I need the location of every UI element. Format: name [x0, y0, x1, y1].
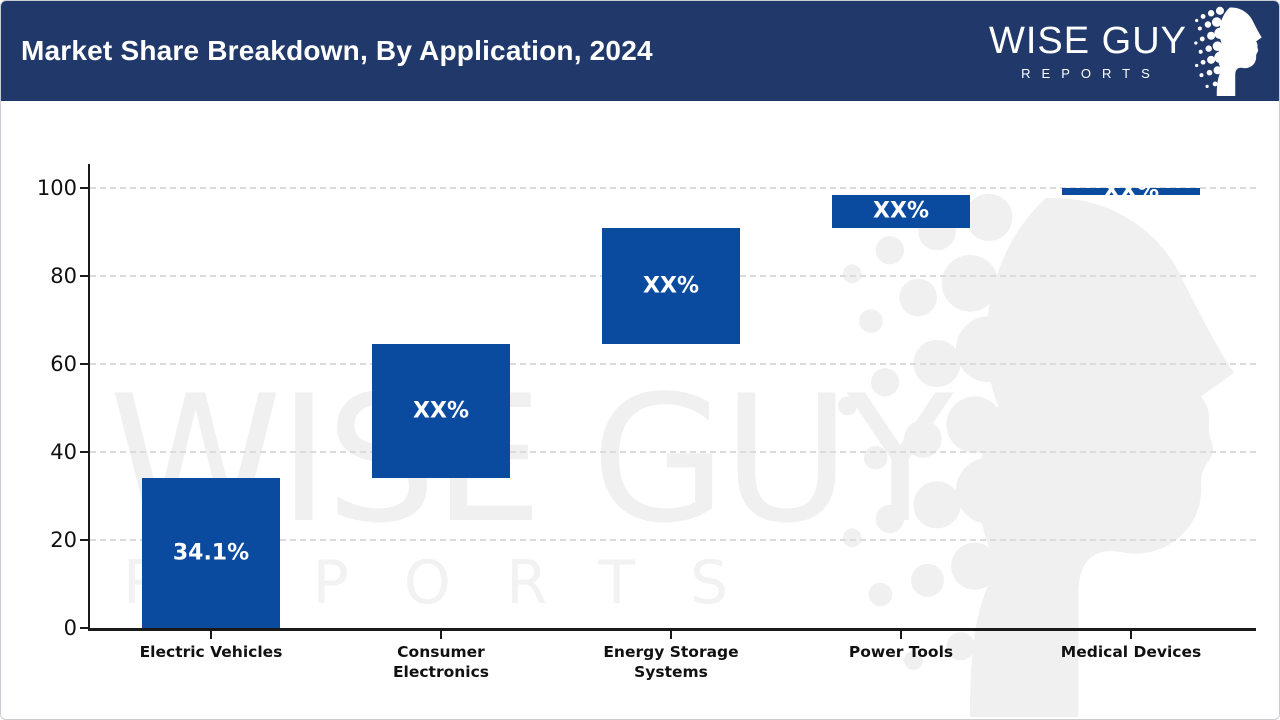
gridline-y20 [90, 539, 1256, 541]
y-tick-label-20: 20 [50, 528, 77, 552]
bar-value-label: XX% [413, 398, 469, 424]
bar-value-label: 34.1% [172, 540, 250, 566]
gridline-y60 [90, 363, 1256, 365]
y-axis-spine [88, 164, 90, 631]
bar-consumer-electronics: XX% [372, 344, 510, 478]
y-tick-label-40: 40 [50, 440, 77, 464]
x-category-label-2: Energy Storage Systems [556, 642, 786, 683]
logo-wordmark: WISE GUY [988, 20, 1187, 62]
y-tickmark-60 [80, 363, 88, 365]
x-category-label-line: Electric Vehicles [139, 643, 283, 661]
x-category-label-line: Consumer [397, 643, 485, 661]
bar-value-label: XX% [1103, 178, 1159, 204]
y-tick-label-100: 100 [36, 176, 77, 200]
x-category-label-0: Electric Vehicles [96, 642, 326, 662]
y-tick-label-60: 60 [50, 352, 77, 376]
x-category-label-line: Medical Devices [1060, 643, 1202, 661]
bar-medical-devices: XX% [1062, 179, 1200, 204]
y-tickmark-20 [80, 539, 88, 541]
x-tickmark-2 [670, 631, 672, 639]
x-tickmark-0 [210, 631, 212, 639]
y-tickmark-40 [80, 451, 88, 453]
logo-text: WISE GUY REPORTS [989, 22, 1187, 80]
header-bar: Market Share Breakdown, By Application, … [1, 1, 1279, 101]
y-tick-label-0: 0 [63, 616, 77, 640]
x-category-label-line: Systems [634, 663, 708, 682]
x-category-label-3: Power Tools [786, 642, 1016, 662]
x-axis-spine [88, 628, 1256, 631]
logo-face-icon [1191, 6, 1265, 96]
x-category-label-line: Energy Storage [603, 643, 739, 661]
y-tickmark-0 [80, 627, 88, 629]
bar-energy-storage-systems: XX% [602, 227, 740, 345]
x-category-label-4: Medical Devices [1016, 642, 1246, 662]
y-tickmark-80 [80, 275, 88, 277]
bar-power-tools: XX% [832, 194, 970, 228]
wise-guy-logo: WISE GUY REPORTS [989, 6, 1265, 96]
gridline-y100 [90, 187, 1256, 189]
bar-value-label: XX% [643, 273, 699, 299]
x-tickmark-4 [1130, 631, 1132, 639]
bar-electric-vehicles: 34.1% [142, 477, 280, 628]
x-tickmark-3 [900, 631, 902, 639]
x-tickmark-1 [440, 631, 442, 639]
x-category-label-1: Consumer Electronics [326, 642, 556, 683]
page-title: Market Share Breakdown, By Application, … [21, 35, 653, 66]
y-tickmark-100 [80, 187, 88, 189]
y-tick-label-80: 80 [50, 264, 77, 288]
gridline-y40 [90, 451, 1256, 453]
x-category-label-line: Electronics [392, 663, 490, 682]
x-category-label-line: Power Tools [848, 643, 954, 661]
bar-value-label: XX% [873, 198, 929, 224]
watermark-face-icon [801, 189, 1271, 717]
logo-subtitle: REPORTS [1021, 66, 1161, 81]
